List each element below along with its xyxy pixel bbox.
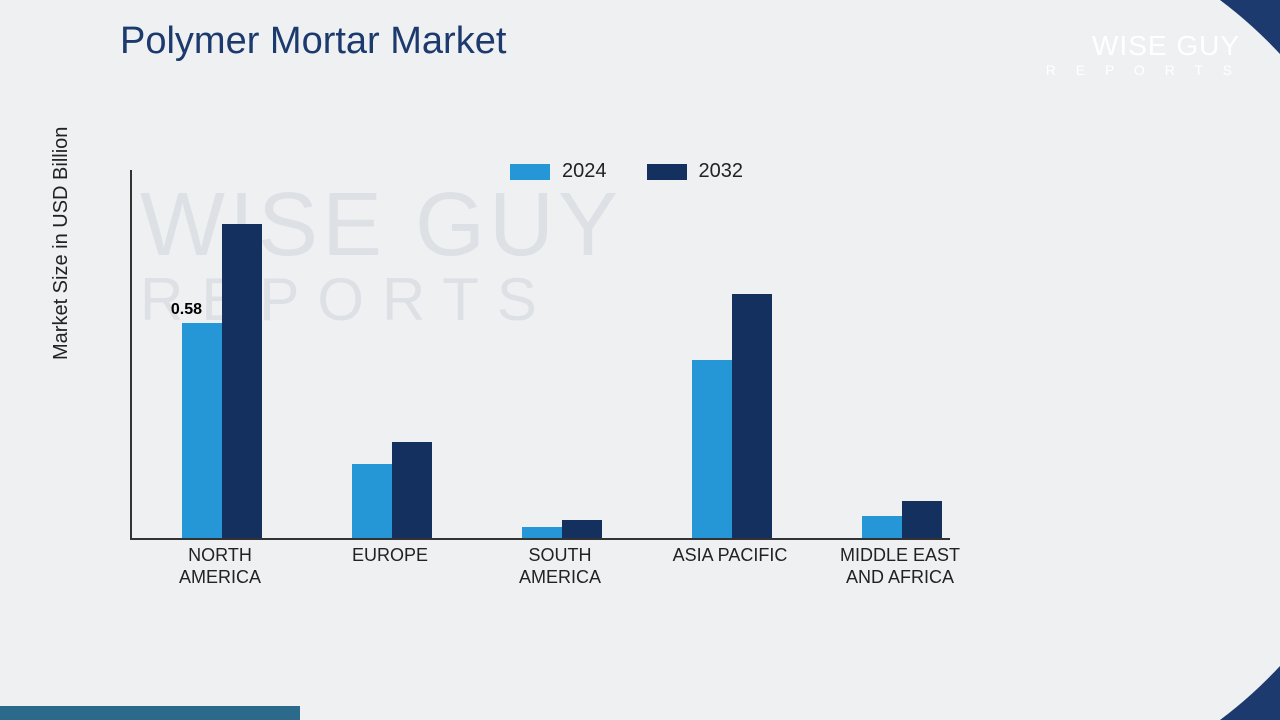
plot-area: 0.58	[130, 170, 950, 540]
legend-label-2032: 2032	[699, 160, 744, 183]
bar-group	[332, 442, 452, 538]
bar	[862, 516, 902, 538]
x-axis-label: NORTH AMERICA	[150, 545, 290, 588]
corner-curve	[1030, 0, 1280, 720]
bar-value-label: 0.58	[171, 301, 202, 319]
legend-label-2024: 2024	[562, 160, 607, 183]
bar	[692, 360, 732, 538]
bar	[732, 294, 772, 538]
legend-swatch-2032	[647, 164, 687, 180]
x-axis-label: EUROPE	[320, 545, 460, 567]
chart-title: Polymer Mortar Market	[120, 20, 506, 63]
chart-area: Market Size in USD Billion 2024 2032 0.5…	[70, 160, 970, 660]
bar-group	[672, 294, 792, 538]
legend-item-2032: 2032	[647, 160, 744, 183]
legend-item-2024: 2024	[510, 160, 607, 183]
bar-group: 0.58	[162, 224, 282, 539]
x-axis-label: MIDDLE EAST AND AFRICA	[830, 545, 970, 588]
x-axis-label: SOUTH AMERICA	[490, 545, 630, 588]
brand-logo: WISE GUY R E P O R T S	[1046, 30, 1240, 78]
logo-main-text: WISE GUY	[1046, 30, 1240, 62]
x-axis-labels: NORTH AMERICA EUROPE SOUTH AMERICA ASIA PAC…	[130, 545, 950, 645]
logo-sub-text: R E P O R T S	[1046, 62, 1240, 78]
bar-group	[842, 501, 962, 538]
bar	[902, 501, 942, 538]
x-axis-label: ASIA PACIFIC	[660, 545, 800, 567]
legend-swatch-2024	[510, 164, 550, 180]
bar-group	[502, 520, 622, 539]
bar	[562, 520, 602, 539]
bar	[222, 224, 262, 539]
bar	[522, 527, 562, 538]
bottom-accent-bar	[0, 706, 300, 720]
bar	[392, 442, 432, 538]
bar	[352, 464, 392, 538]
bar: 0.58	[182, 323, 222, 538]
legend: 2024 2032	[510, 160, 743, 183]
y-axis-label: Market Size in USD Billion	[50, 127, 73, 360]
